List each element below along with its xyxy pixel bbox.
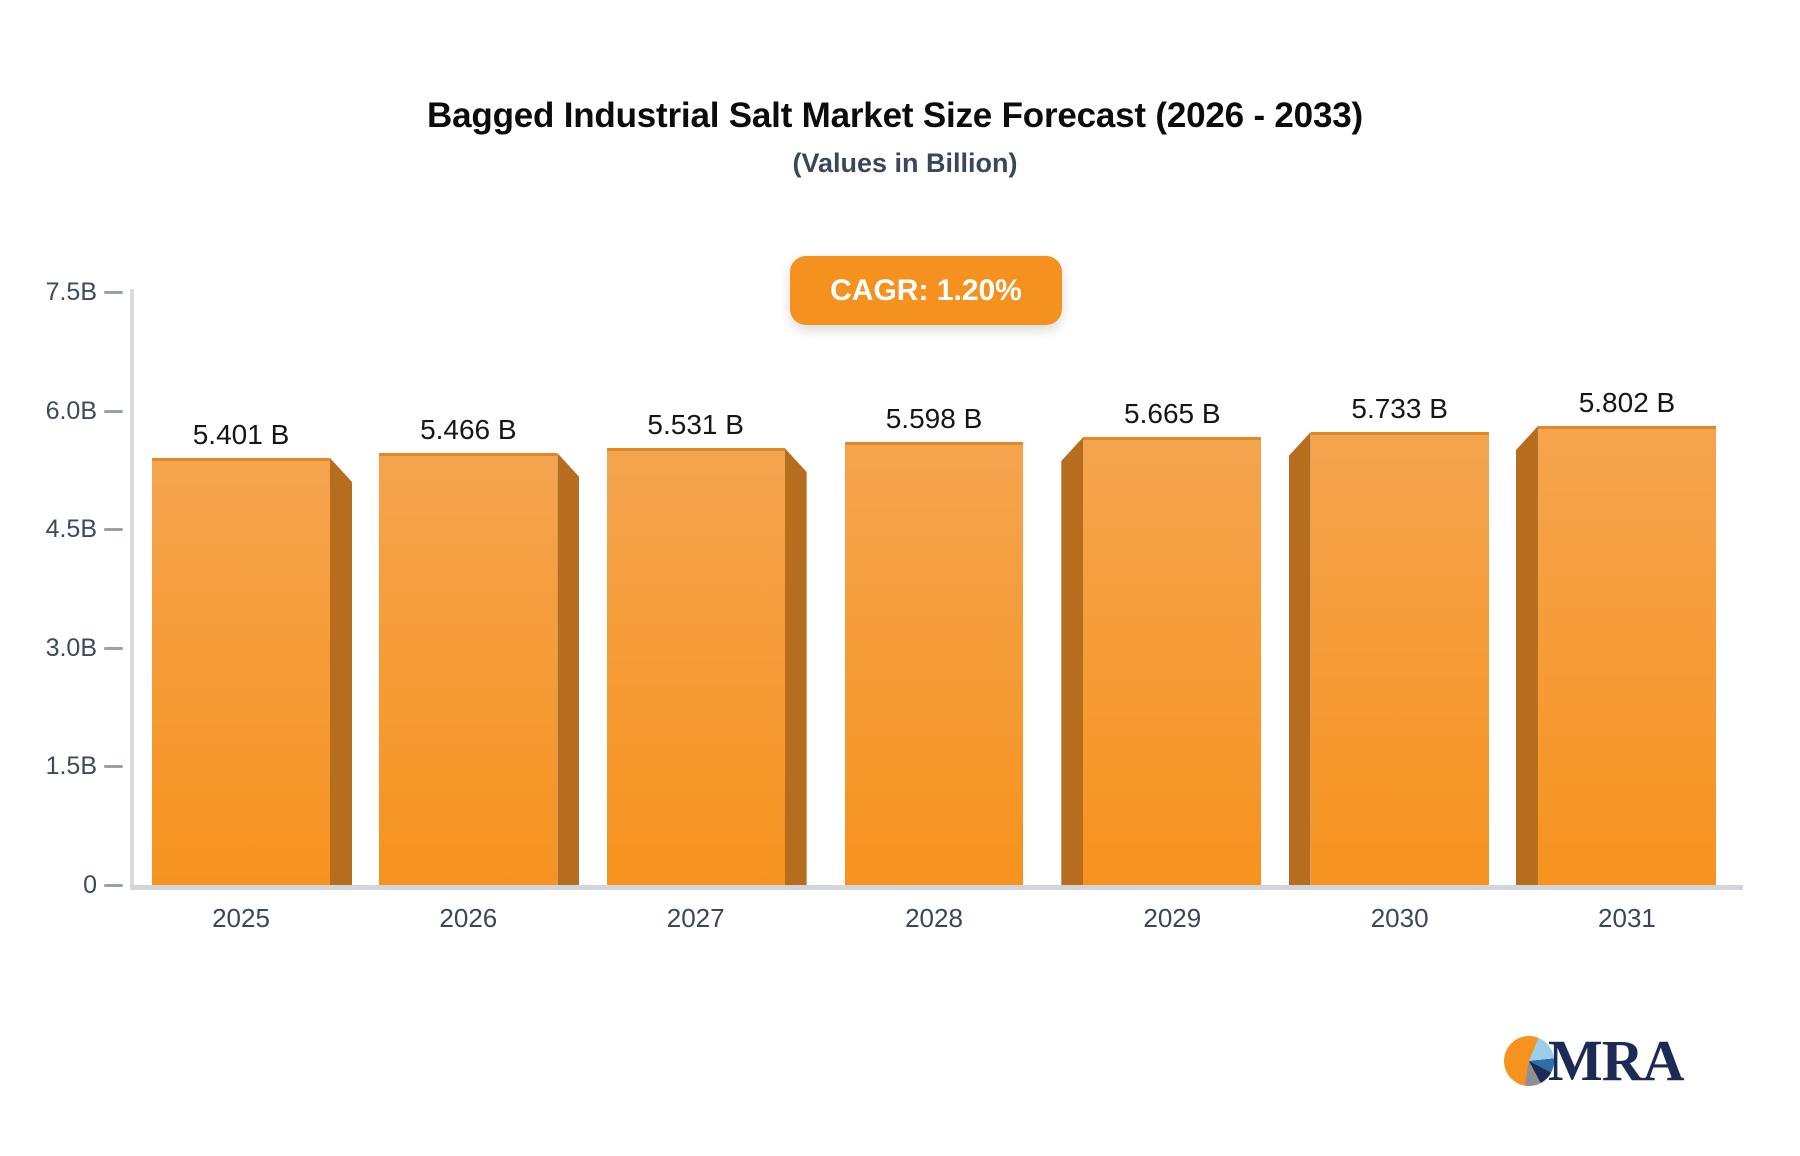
bar-3d-side	[557, 453, 580, 885]
logo-text: MRA	[1548, 1028, 1685, 1093]
y-tick-mark	[104, 765, 123, 769]
x-axis-category-label: 2031	[1598, 903, 1656, 933]
bar-group-2028: 5.598 B 2028	[834, 403, 1034, 933]
x-axis-category-label: 2029	[1143, 903, 1202, 933]
bar: 5.665 B 2029	[1083, 398, 1262, 933]
y-tick-mark	[104, 884, 123, 887]
y-tick-label: 1.5B	[45, 752, 97, 781]
y-axis-line	[130, 289, 134, 888]
bar-value-label: 5.531 B	[647, 409, 744, 440]
bar-3d-side	[330, 458, 352, 885]
y-tick-label: 3.0B	[45, 633, 97, 662]
bar-group-2026: 5.466 B 2026	[379, 414, 580, 933]
y-tick-label: 6.0B	[45, 396, 97, 425]
bar: 5.466 B 2026	[379, 414, 558, 933]
x-axis-category-label: 2027	[666, 903, 725, 933]
bar-group-2031: 5.802 B 2031	[1515, 387, 1716, 933]
bar-value-label: 5.733 B	[1351, 393, 1448, 424]
mra-logo: MRA	[1504, 1028, 1685, 1093]
bar-group-2030: 5.733 B 2030	[1288, 393, 1489, 933]
y-tick-mark	[104, 409, 123, 413]
x-axis-category-label: 2026	[439, 903, 498, 933]
y-tick-label: 0	[83, 871, 97, 899]
chart-title: Bagged Industrial Salt Market Size Forec…	[427, 96, 1363, 135]
y-tick-mark	[104, 528, 123, 532]
bar-3d-side	[1288, 432, 1311, 885]
x-axis-category-label: 2025	[212, 903, 270, 933]
bar-3d-side	[784, 448, 807, 885]
bar-value-label: 5.665 B	[1124, 398, 1221, 429]
chart-subtitle: (Values in Billion)	[792, 148, 1018, 178]
bar-value-label: 5.802 B	[1578, 387, 1676, 418]
bar-value-label: 5.466 B	[420, 414, 517, 445]
y-tick-label: 4.5B	[45, 515, 97, 544]
y-tick-mark	[104, 646, 123, 650]
bar: 5.531 B 2027	[606, 409, 785, 933]
bar-3d-side	[1061, 437, 1084, 885]
pie-chart-logo-icon	[1504, 1036, 1554, 1086]
bar-value-label: 5.401 B	[192, 419, 290, 450]
cagr-badge: CAGR: 1.20%	[790, 256, 1062, 325]
x-axis-category-label: 2028	[905, 903, 963, 933]
y-tick-mark	[104, 291, 123, 294]
y-tick-label: 7.5B	[45, 278, 97, 306]
bar-3d-side	[1515, 426, 1538, 885]
bar: 5.802 B 2031	[1537, 387, 1716, 933]
bars-container: 5.401 B 2025 5.466 B 2026 5.531 B 2027 5.598 B…	[152, 292, 1716, 933]
bar: 5.401 B 2025	[152, 419, 330, 933]
bar-group-2027: 5.531 B 2027	[606, 409, 807, 933]
x-axis-category-label: 2030	[1370, 903, 1429, 933]
bar-group-2029: 5.665 B 2029	[1061, 398, 1262, 933]
bar-group-2025: 5.401 B 2025	[152, 419, 352, 933]
x-axis-line	[130, 885, 1743, 890]
bar-value-label: 5.598 B	[885, 403, 983, 434]
bar: 5.598 B 2028	[844, 403, 1023, 933]
bar: 5.733 B 2030	[1310, 393, 1489, 933]
